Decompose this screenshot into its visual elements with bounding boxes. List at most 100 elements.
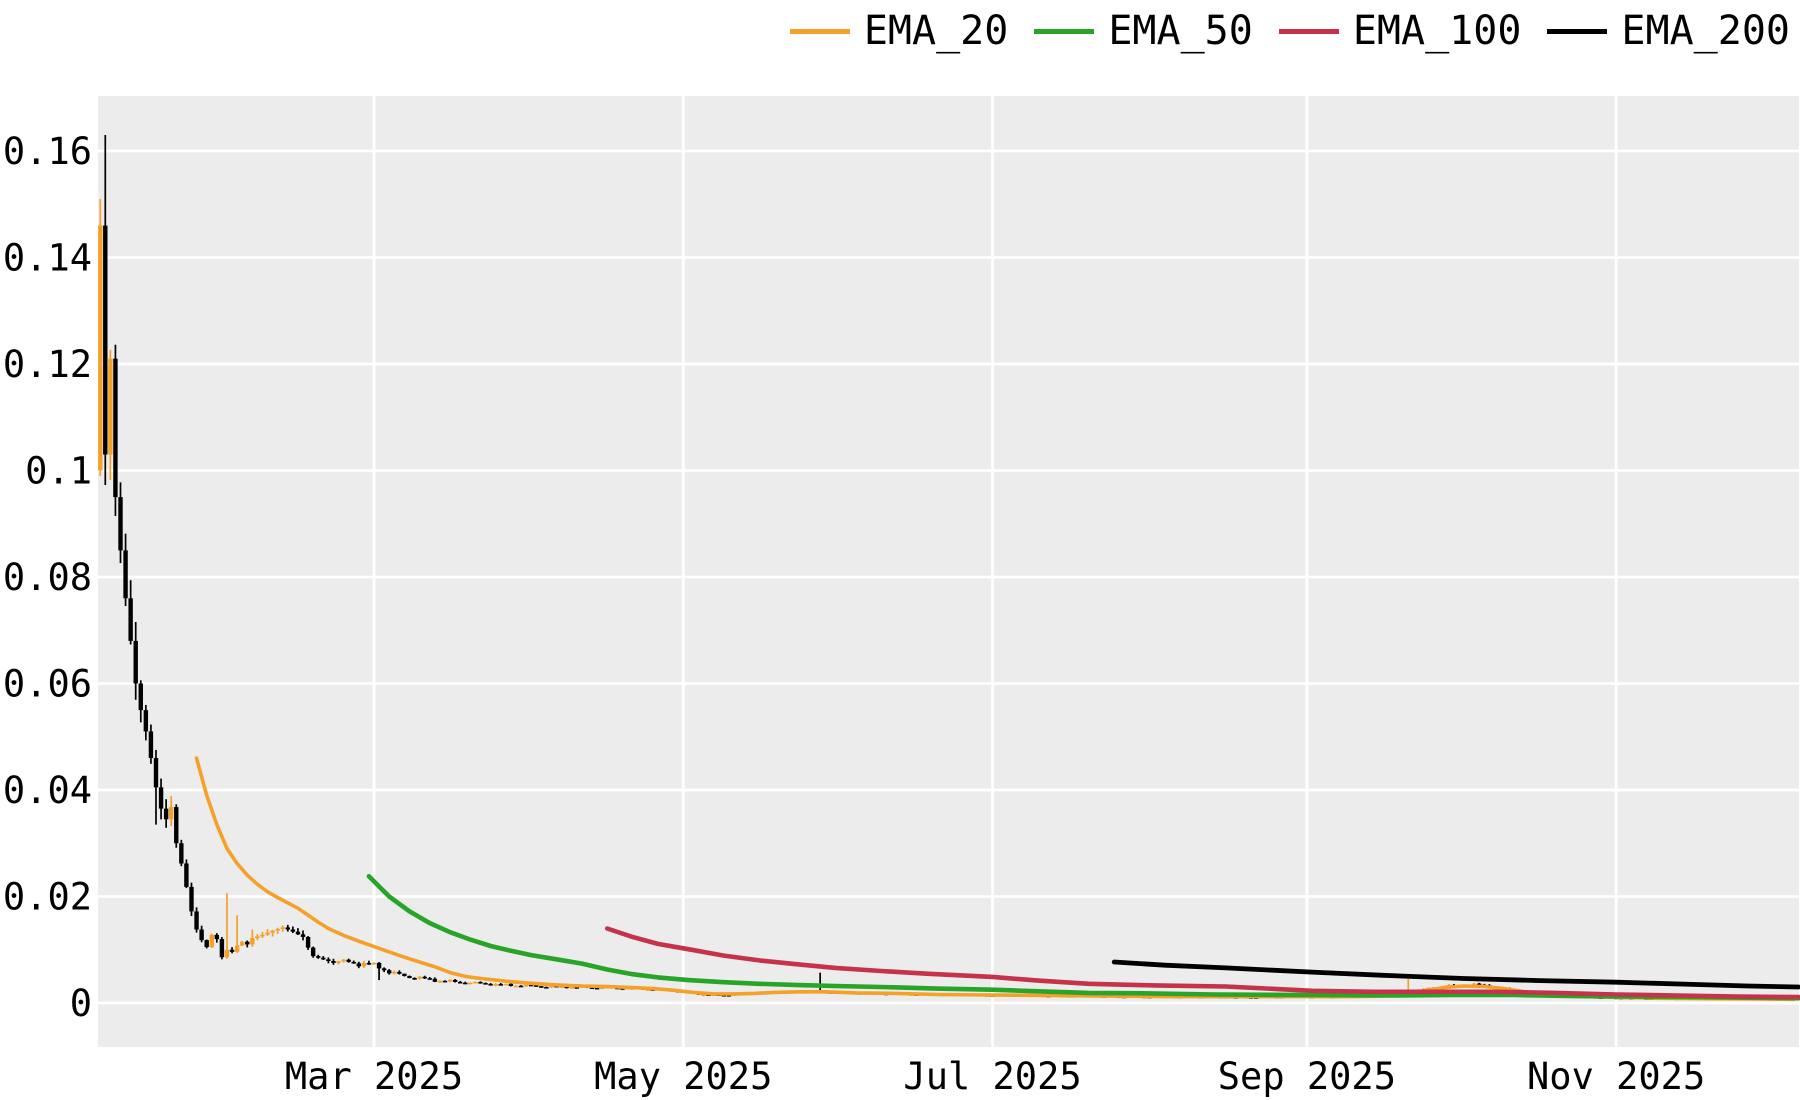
candle-body bbox=[108, 358, 113, 455]
legend-label: EMA_100 bbox=[1352, 8, 1522, 54]
candle-body bbox=[721, 994, 727, 997]
candle-body bbox=[412, 977, 417, 980]
candle-body bbox=[98, 225, 103, 471]
candle-body bbox=[574, 987, 579, 989]
candle-body bbox=[341, 959, 346, 962]
x-tick-label: Mar 2025 bbox=[285, 1055, 463, 1098]
candle-body bbox=[498, 984, 503, 986]
candle-body bbox=[417, 976, 422, 979]
candle-body bbox=[321, 957, 326, 960]
candle-body bbox=[113, 358, 118, 498]
gridlines bbox=[98, 96, 1799, 1047]
candle-body bbox=[310, 947, 316, 957]
x-tick-label: May 2025 bbox=[594, 1055, 772, 1098]
candle-body bbox=[513, 985, 519, 988]
candle-body bbox=[427, 978, 432, 980]
candle-body bbox=[316, 956, 321, 958]
candle-body bbox=[447, 979, 453, 982]
legend-line-icon bbox=[1278, 28, 1339, 34]
candle-body bbox=[503, 983, 509, 986]
ema-50-line bbox=[366, 873, 1800, 1001]
candle-body bbox=[143, 710, 149, 732]
candle-body bbox=[169, 807, 174, 820]
candle-body bbox=[468, 982, 473, 985]
candle-body bbox=[473, 981, 478, 984]
ema-20-line bbox=[194, 756, 1796, 1002]
y-tick-label: 0.04 bbox=[3, 769, 92, 812]
ema-100-line bbox=[604, 926, 1800, 1000]
candle-body bbox=[189, 886, 194, 912]
candle-body bbox=[275, 928, 280, 931]
candle-body bbox=[422, 976, 427, 979]
candle-body bbox=[174, 807, 179, 844]
candle-body bbox=[234, 945, 240, 952]
candle-body bbox=[250, 938, 255, 945]
candle-body bbox=[219, 939, 225, 958]
candle-body bbox=[387, 970, 392, 974]
candle-body bbox=[478, 981, 483, 984]
y-tick-label: 0.16 bbox=[3, 130, 92, 173]
candle-body bbox=[331, 960, 336, 963]
candle-body bbox=[229, 949, 235, 952]
candle-body bbox=[381, 968, 387, 971]
candle-body bbox=[559, 986, 564, 988]
candle-body bbox=[569, 987, 574, 989]
candle-body bbox=[361, 962, 367, 967]
candle-body bbox=[599, 987, 605, 990]
candle-body bbox=[701, 994, 706, 996]
candle-body bbox=[528, 984, 534, 987]
plot-background bbox=[98, 96, 1799, 1047]
candle-body bbox=[351, 961, 356, 964]
candle-body bbox=[245, 941, 250, 945]
candle-body bbox=[371, 962, 377, 965]
candle-body bbox=[260, 934, 265, 937]
y-tick-label: 0.1 bbox=[25, 450, 92, 493]
candle-body bbox=[1471, 983, 1477, 986]
candle-body bbox=[285, 927, 291, 930]
candle-body bbox=[594, 987, 600, 990]
candle-body bbox=[336, 961, 341, 963]
legend-label: EMA_50 bbox=[1108, 8, 1253, 54]
legend-line-icon bbox=[789, 28, 850, 34]
y-tick-label: 0.02 bbox=[3, 876, 92, 919]
candle-body bbox=[295, 931, 301, 935]
candle-body bbox=[402, 973, 407, 976]
candle-body bbox=[163, 808, 169, 820]
y-tick-label: 0.06 bbox=[3, 663, 92, 706]
candle-body bbox=[133, 640, 138, 684]
legend-item-ema-20: EMA_20 bbox=[789, 8, 1009, 54]
candle-body bbox=[290, 929, 296, 932]
legend-label: EMA_20 bbox=[863, 8, 1009, 54]
candle-body bbox=[432, 978, 438, 982]
candle-body bbox=[194, 911, 199, 930]
y-tick-label: 0 bbox=[70, 982, 92, 1025]
candle-body bbox=[199, 929, 204, 941]
candle-body bbox=[239, 941, 245, 946]
legend-label: EMA_200 bbox=[1621, 8, 1790, 54]
candle-body bbox=[118, 497, 123, 551]
x-tick-label: Sep 2025 bbox=[1218, 1055, 1396, 1098]
candle-body bbox=[123, 550, 128, 599]
candle-body bbox=[153, 758, 159, 788]
candle-body bbox=[376, 962, 382, 969]
candle-body bbox=[1477, 983, 1482, 986]
candle-body bbox=[523, 984, 529, 987]
candle-body bbox=[214, 934, 220, 940]
candle-body bbox=[488, 983, 493, 986]
candle-body bbox=[589, 987, 595, 990]
candle-body bbox=[463, 982, 468, 985]
candle-body bbox=[564, 986, 569, 989]
y-tick-label: 0.12 bbox=[3, 343, 92, 386]
legend-line-icon bbox=[1034, 28, 1095, 34]
candle-body bbox=[392, 971, 397, 974]
candle-body bbox=[270, 930, 275, 933]
legend-line-icon bbox=[1547, 28, 1608, 34]
candle-body bbox=[493, 984, 498, 986]
candle-body bbox=[158, 787, 164, 809]
candle-body bbox=[265, 932, 270, 935]
candle-body bbox=[148, 731, 154, 759]
candle-body bbox=[326, 959, 331, 961]
candle-body bbox=[726, 994, 732, 997]
candle-body bbox=[204, 940, 209, 948]
